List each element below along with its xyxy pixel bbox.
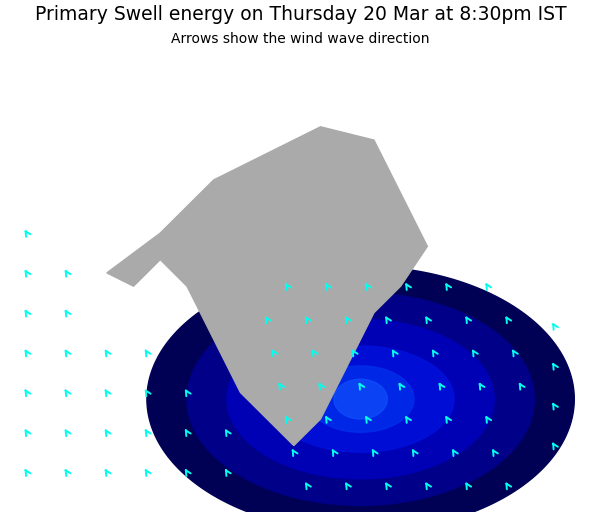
Polygon shape: [147, 266, 575, 512]
Polygon shape: [107, 127, 427, 445]
Polygon shape: [227, 319, 494, 479]
Text: Primary Swell energy on Thursday 20 Mar at 8:30pm IST: Primary Swell energy on Thursday 20 Mar …: [35, 5, 566, 24]
Polygon shape: [334, 379, 387, 419]
Polygon shape: [187, 293, 534, 505]
Polygon shape: [307, 366, 414, 432]
Polygon shape: [267, 346, 454, 452]
Text: Arrows show the wind wave direction: Arrows show the wind wave direction: [171, 32, 430, 46]
